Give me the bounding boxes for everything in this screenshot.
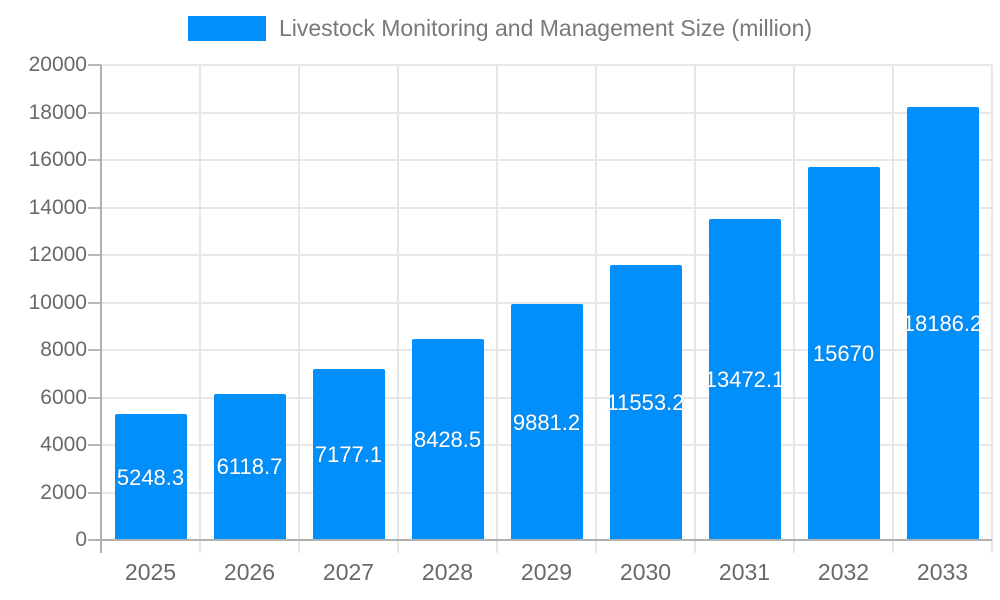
gridline-horizontal xyxy=(101,254,992,256)
y-axis-tick xyxy=(88,491,101,494)
bar[interactable] xyxy=(609,264,682,539)
gridline-vertical xyxy=(892,65,894,553)
y-axis-tick-label: 4000 xyxy=(40,433,87,456)
plot-area: 0 2000 4000 6000 8000 10000 12000 14000 16000 180… xyxy=(29,53,993,585)
gridline-vertical xyxy=(595,65,597,553)
x-axis-tick-label: 2027 xyxy=(322,559,375,585)
y-axis-tick xyxy=(88,254,101,256)
bar[interactable] xyxy=(411,338,484,539)
y-axis-tick-label: 16000 xyxy=(28,148,87,171)
x-axis-tick-label: 2032 xyxy=(817,559,870,585)
x-axis-tick-label: 2028 xyxy=(421,559,474,585)
y-axis-tick xyxy=(88,206,101,209)
x-axis-line xyxy=(94,539,992,541)
y-axis-tick-label: 0 xyxy=(75,528,87,551)
y-axis-tick xyxy=(88,444,101,446)
gridline-horizontal xyxy=(101,64,992,66)
gridline-vertical xyxy=(199,65,201,553)
y-axis-tick xyxy=(88,159,101,161)
gridline-horizontal xyxy=(101,159,992,161)
bar[interactable] xyxy=(807,166,880,539)
x-axis-tick-label: 2026 xyxy=(223,559,276,585)
y-axis-line xyxy=(100,65,102,553)
bar[interactable] xyxy=(312,368,385,539)
legend-marker-icon xyxy=(187,16,266,41)
legend-label: Livestock Monitoring and Management Size… xyxy=(278,15,813,41)
gridline-vertical xyxy=(397,65,399,553)
legend-item[interactable]: Livestock Monitoring and Management Size… xyxy=(0,15,1000,42)
y-axis-tick xyxy=(88,396,101,399)
gridline-vertical xyxy=(793,65,795,553)
x-axis-tick-label: 2031 xyxy=(718,559,771,585)
y-axis-tick-label: 10000 xyxy=(28,290,87,314)
x-axis-tick-label: 2033 xyxy=(916,559,969,585)
y-axis-tick xyxy=(88,64,101,66)
x-axis-tick-label: 2030 xyxy=(619,559,672,585)
y-axis-tick-label: 6000 xyxy=(40,385,87,409)
bar[interactable] xyxy=(708,219,781,539)
gridline-vertical xyxy=(694,65,696,553)
bar[interactable] xyxy=(114,414,187,539)
y-axis-tick-label: 14000 xyxy=(28,195,87,219)
x-axis-tick-label: 2025 xyxy=(124,559,177,585)
y-axis-tick xyxy=(88,349,101,351)
gridline-vertical xyxy=(298,65,300,553)
y-axis-tick-label: 8000 xyxy=(40,338,87,361)
bar[interactable] xyxy=(510,304,583,539)
gridline-horizontal xyxy=(101,301,992,304)
gridline-vertical xyxy=(991,65,993,553)
y-axis-tick-label: 12000 xyxy=(28,243,87,266)
x-axis-tick-label: 2029 xyxy=(520,559,573,585)
y-axis-tick-label: 18000 xyxy=(28,100,87,124)
gridline-vertical xyxy=(496,65,498,553)
y-axis-tick xyxy=(88,111,101,114)
y-axis-tick xyxy=(88,301,101,304)
bar[interactable] xyxy=(906,107,979,539)
gridline-horizontal xyxy=(101,111,992,114)
y-axis-tick-label: 20000 xyxy=(28,53,87,76)
bar[interactable] xyxy=(213,393,286,539)
gridline-horizontal xyxy=(101,206,992,209)
y-axis-tick-label: 2000 xyxy=(40,480,87,504)
